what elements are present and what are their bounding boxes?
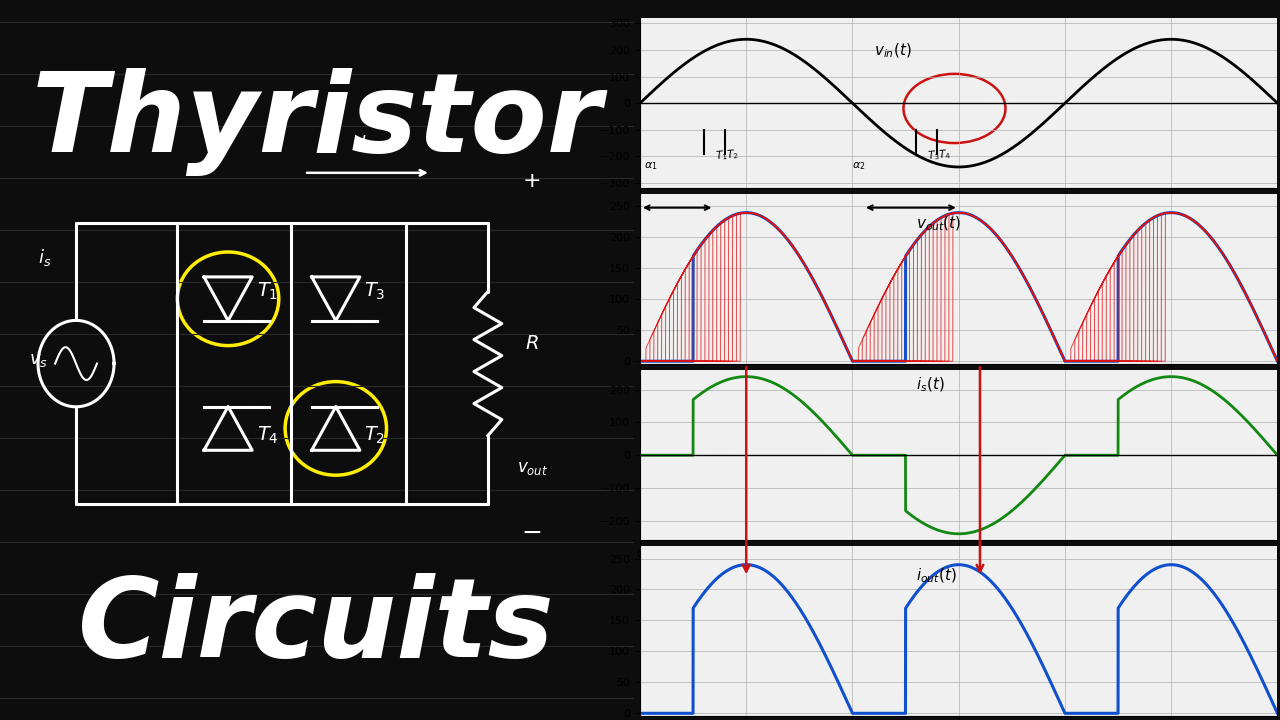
Text: $i_s$: $i_s$ [37,247,51,268]
Text: $T_2$: $T_2$ [365,425,385,446]
Text: Thyristor: Thyristor [32,68,602,176]
Text: $T_3T_4$: $T_3T_4$ [927,147,952,163]
Text: $T_3$: $T_3$ [365,281,385,302]
Text: $R$: $R$ [525,334,539,354]
Text: $v_s$: $v_s$ [28,351,47,369]
Text: $T_4$: $T_4$ [256,425,278,446]
Text: $I_d$: $I_d$ [360,132,375,153]
Text: Circuits: Circuits [78,573,556,680]
Text: $T_1$: $T_1$ [256,281,278,302]
Text: $\alpha_2$: $\alpha_2$ [852,161,867,172]
Text: −: − [522,521,543,545]
Text: $i_{out}(t)$: $i_{out}(t)$ [916,567,957,585]
Text: $v_{out}$: $v_{out}$ [517,459,548,477]
Text: $v_{in}(t)$: $v_{in}(t)$ [874,42,911,60]
Text: +: + [524,171,541,192]
Text: $v_{out}(t)$: $v_{out}(t)$ [916,215,961,233]
Text: $\alpha_1$: $\alpha_1$ [644,161,658,172]
Text: $i_s(t)$: $i_s(t)$ [916,376,945,395]
Text: $T_1T_2$: $T_1T_2$ [714,147,739,163]
